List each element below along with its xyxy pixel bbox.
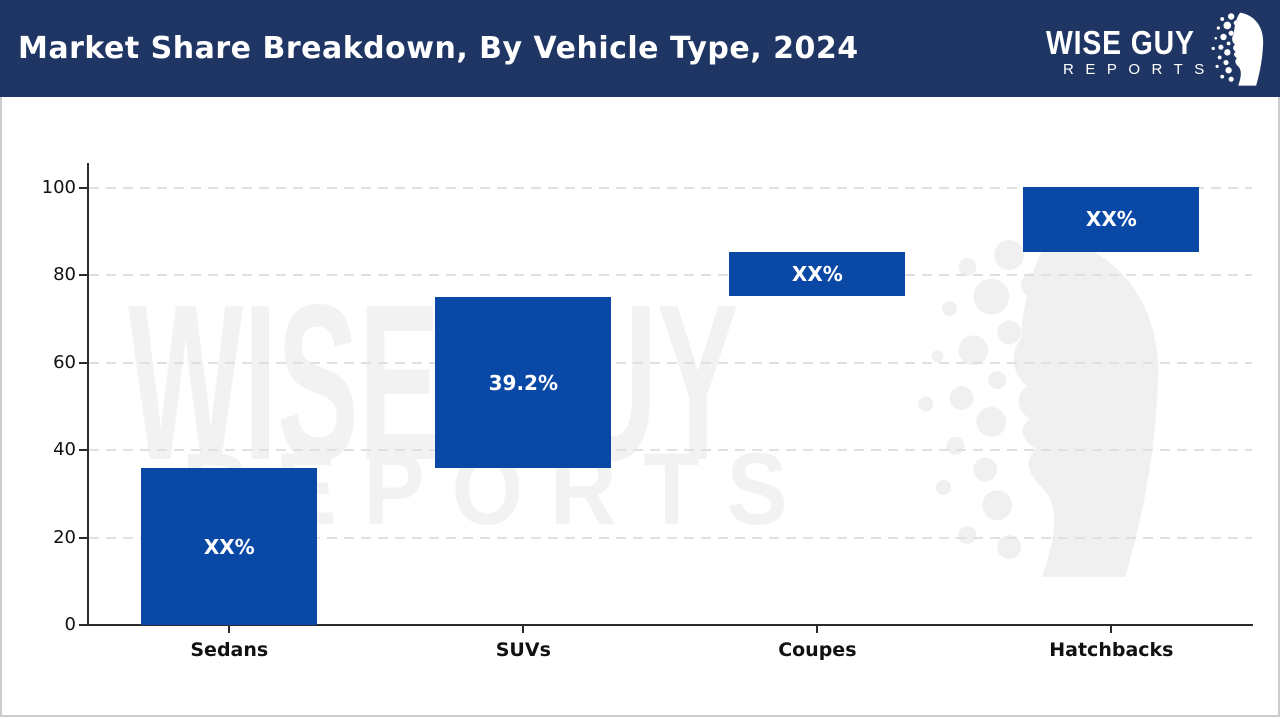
x-tick-mark-hatchbacks xyxy=(1110,625,1113,633)
y-tick-label-40: 40 xyxy=(53,439,76,460)
y-tick-mark-0 xyxy=(79,624,87,626)
y-tick-mark-20 xyxy=(79,536,87,539)
y-tick-label-20: 20 xyxy=(53,526,76,548)
y-tick-label-100: 100 xyxy=(41,176,76,198)
x-tick-label-hatchbacks: Hatchbacks xyxy=(1049,639,1174,661)
x-tick-label-suvs: SUVs xyxy=(495,639,551,661)
bar-value-label-coupes: XX% xyxy=(791,261,843,286)
chart-frame-border xyxy=(0,97,1280,717)
watermark-face-icon xyxy=(878,225,1176,583)
page-title: Market Share Breakdown, By Vehicle Type,… xyxy=(18,31,859,66)
x-tick-label-coupes: Coupes xyxy=(778,639,857,661)
y-tick-mark-60 xyxy=(79,361,87,364)
header-bar: Market Share Breakdown, By Vehicle Type,… xyxy=(0,0,1280,97)
gridline-80 xyxy=(89,274,1252,276)
x-tick-mark-suvs xyxy=(522,625,525,633)
logo-wordmark: WISE GUY xyxy=(1046,24,1195,61)
y-tick-mark-40 xyxy=(79,449,87,451)
bar-suvs: 39.2% xyxy=(435,296,612,469)
y-tick-mark-100 xyxy=(79,186,87,189)
y-tick-mark-80 xyxy=(79,274,87,276)
bar-coupes: XX% xyxy=(729,251,906,296)
y-tick-label-0: 0 xyxy=(64,614,76,635)
logo-face-icon xyxy=(1203,8,1267,89)
x-axis-spine xyxy=(87,624,1253,626)
gridline-60 xyxy=(89,361,1252,364)
logo-subtitle: REPORTS xyxy=(1063,61,1216,78)
gridline-40 xyxy=(89,449,1252,451)
watermark-wordmark: WISE GUY xyxy=(128,259,739,507)
bar-hatchbacks: XX% xyxy=(1023,186,1200,252)
bar-sedans: XX% xyxy=(141,468,318,625)
bar-value-label-hatchbacks: XX% xyxy=(1085,207,1137,232)
x-tick-label-sedans: Sedans xyxy=(190,639,269,661)
x-tick-mark-coupes xyxy=(816,625,819,633)
bar-value-label-sedans: XX% xyxy=(203,534,255,559)
gridline-20 xyxy=(89,536,1252,539)
y-axis-spine xyxy=(87,163,89,625)
y-tick-label-80: 80 xyxy=(53,264,76,285)
gridline-100 xyxy=(89,186,1252,189)
y-tick-label-60: 60 xyxy=(53,351,76,373)
x-tick-mark-sedans xyxy=(228,625,231,633)
bar-value-label-suvs: 39.2% xyxy=(488,370,559,395)
